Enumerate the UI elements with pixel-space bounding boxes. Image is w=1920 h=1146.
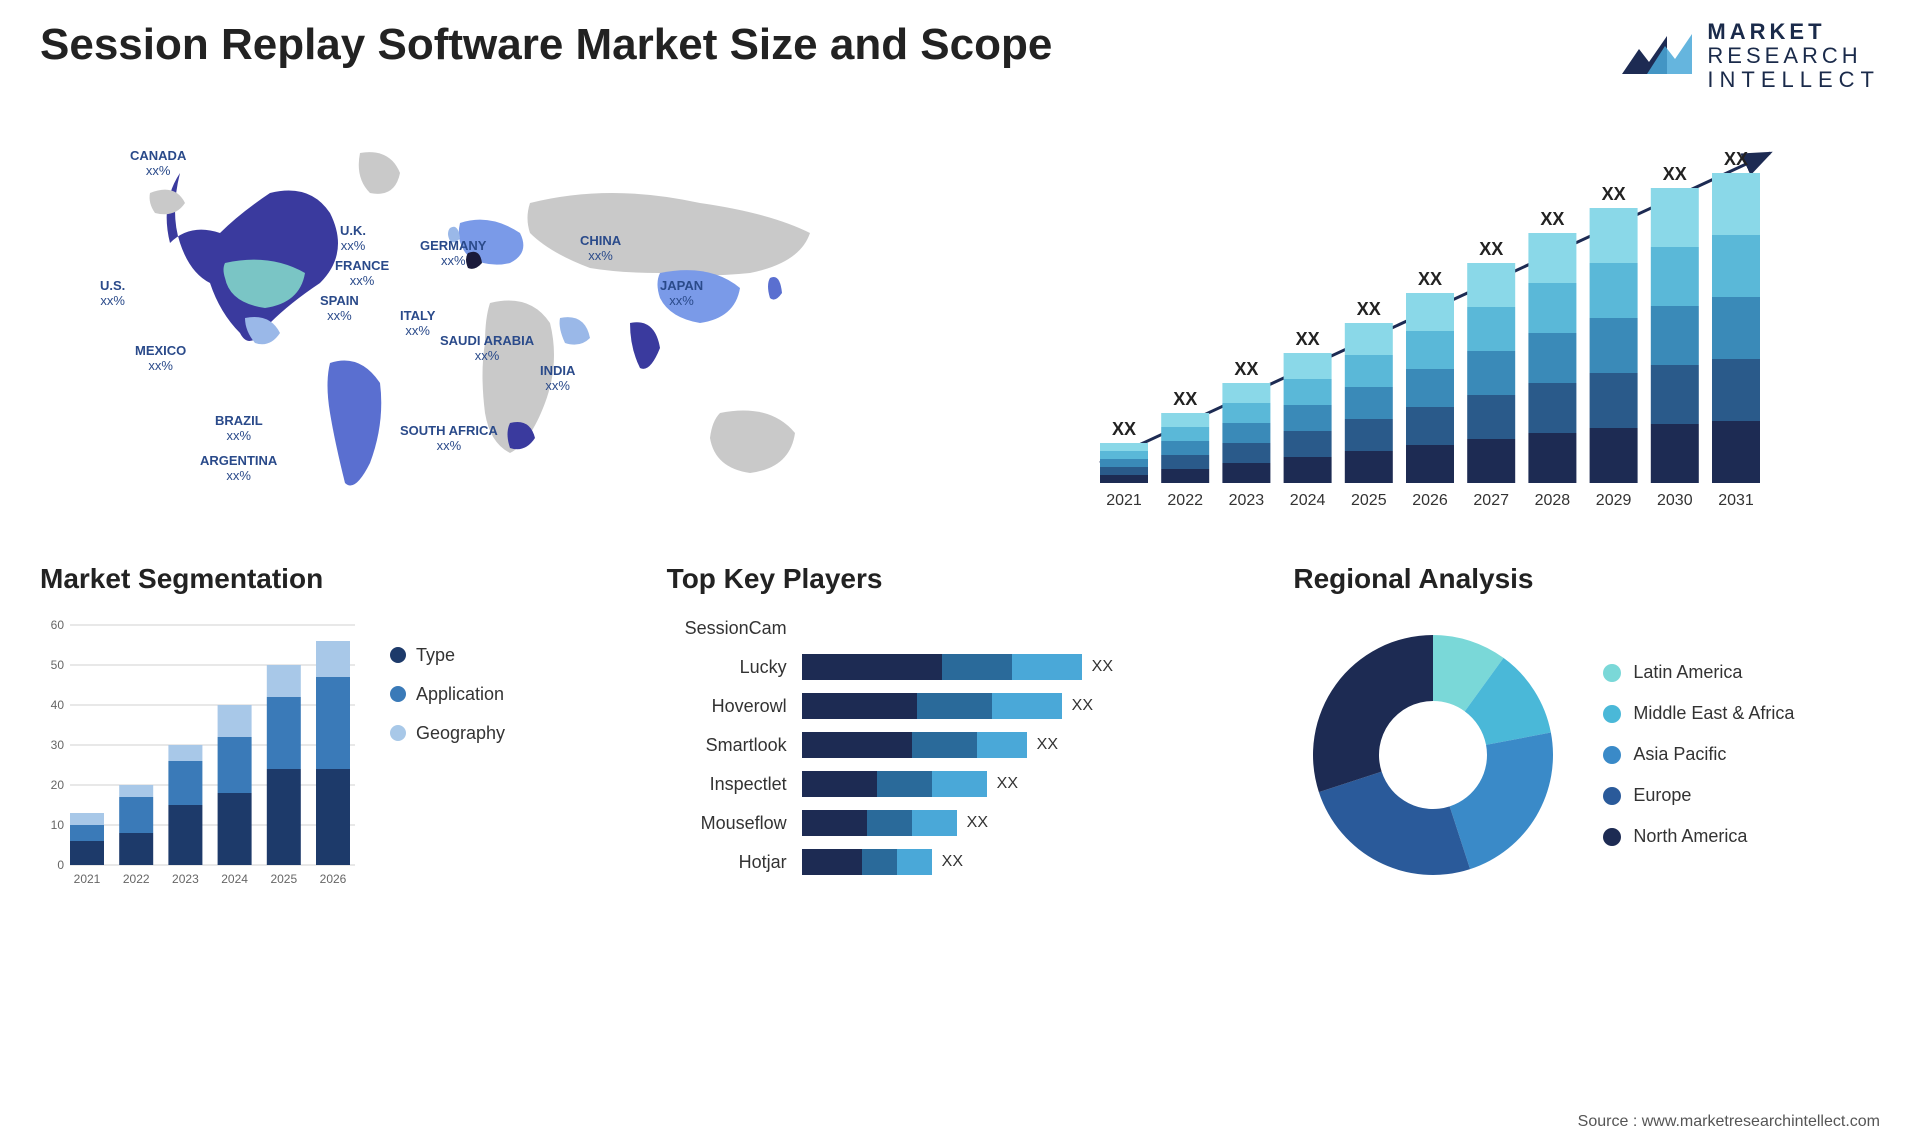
- regional-legend-north-america: North America: [1603, 826, 1794, 847]
- svg-text:2025: 2025: [1351, 492, 1387, 509]
- page-title: Session Replay Software Market Size and …: [40, 20, 1052, 70]
- svg-text:0: 0: [57, 858, 64, 872]
- player-label-hotjar: Hotjar: [667, 849, 787, 875]
- map-label-france: FRANCExx%: [335, 258, 389, 289]
- brand-logo: MARKET RESEARCH INTELLECT: [1617, 20, 1880, 93]
- map-label-south-africa: SOUTH AFRICAxx%: [400, 423, 498, 454]
- map-label-saudi-arabia: SAUDI ARABIAxx%: [440, 333, 534, 364]
- growth-chart: 2021 XX 2022 XX 2023 XX 2024 XX 2025 XX 2026 XX 2027…: [980, 123, 1880, 523]
- regional-legend-middle-east-africa: Middle East & Africa: [1603, 703, 1794, 724]
- seg-legend-geography: Geography: [390, 723, 505, 744]
- world-map-section: CANADAxx% U.S.xx% MEXICOxx% BRAZILxx% ARGENT…: [40, 123, 940, 523]
- player-label-mouseflow: Mouseflow: [667, 810, 787, 836]
- logo-text-3: INTELLECT: [1707, 68, 1880, 92]
- svg-text:2022: 2022: [1167, 492, 1203, 509]
- segmentation-legend: Type Application Geography: [390, 615, 505, 895]
- map-label-mexico: MEXICOxx%: [135, 343, 186, 374]
- svg-text:XX: XX: [1296, 329, 1320, 349]
- svg-text:30: 30: [51, 738, 65, 752]
- svg-text:XX: XX: [1602, 184, 1626, 204]
- logo-text-1: MARKET: [1707, 20, 1880, 44]
- regional-title: Regional Analysis: [1293, 563, 1880, 595]
- svg-text:XX: XX: [1357, 299, 1381, 319]
- svg-text:2025: 2025: [270, 872, 297, 886]
- svg-text:XX: XX: [1418, 269, 1442, 289]
- map-label-argentina: ARGENTINAxx%: [200, 453, 277, 484]
- player-bar-hoverowl: XX: [802, 693, 1254, 719]
- regional-legend-latin-america: Latin America: [1603, 662, 1794, 683]
- svg-text:2026: 2026: [320, 872, 347, 886]
- player-bar-smartlook: XX: [802, 732, 1254, 758]
- map-label-japan: JAPANxx%: [660, 278, 703, 309]
- map-label-spain: SPAINxx%: [320, 293, 359, 324]
- player-bar-hotjar: XX: [802, 849, 1254, 875]
- svg-text:XX: XX: [1112, 419, 1136, 439]
- svg-text:XX: XX: [1479, 239, 1503, 259]
- svg-text:2023: 2023: [1229, 492, 1265, 509]
- regional-legend-europe: Europe: [1603, 785, 1794, 806]
- regional-section: Regional Analysis Latin America Middle Ea…: [1293, 563, 1880, 895]
- svg-text:2023: 2023: [172, 872, 199, 886]
- svg-text:10: 10: [51, 818, 65, 832]
- world-map: [40, 123, 940, 523]
- svg-text:2031: 2031: [1718, 492, 1754, 509]
- svg-text:2030: 2030: [1657, 492, 1693, 509]
- player-bar-lucky: XX: [802, 654, 1254, 680]
- svg-text:2027: 2027: [1473, 492, 1509, 509]
- map-label-germany: GERMANYxx%: [420, 238, 486, 269]
- regional-legend-asia-pacific: Asia Pacific: [1603, 744, 1794, 765]
- svg-text:2024: 2024: [1290, 492, 1326, 509]
- player-label-smartlook: Smartlook: [667, 732, 787, 758]
- player-label-hoverowl: Hoverowl: [667, 693, 787, 719]
- svg-text:XX: XX: [1540, 209, 1564, 229]
- svg-text:2029: 2029: [1596, 492, 1632, 509]
- svg-text:2024: 2024: [221, 872, 248, 886]
- svg-text:60: 60: [51, 618, 65, 632]
- map-label-india: INDIAxx%: [540, 363, 575, 394]
- player-label-lucky: Lucky: [667, 654, 787, 680]
- svg-text:XX: XX: [1234, 359, 1258, 379]
- regional-legend: Latin America Middle East & Africa Asia Pa…: [1603, 662, 1794, 847]
- svg-text:2022: 2022: [123, 872, 150, 886]
- players-title: Top Key Players: [667, 563, 1254, 595]
- player-label-sessioncam: SessionCam: [667, 615, 787, 641]
- seg-legend-application: Application: [390, 684, 505, 705]
- map-label-china: CHINAxx%: [580, 233, 621, 264]
- player-label-inspectlet: Inspectlet: [667, 771, 787, 797]
- segmentation-section: Market Segmentation 0 10 20 30 40 50 60 2021 202…: [40, 563, 627, 895]
- svg-text:XX: XX: [1173, 389, 1197, 409]
- segmentation-chart: 0 10 20 30 40 50 60 2021 2022 2023 2024 2025 2026: [40, 615, 360, 895]
- map-label-u-s-: U.S.xx%: [100, 278, 125, 309]
- players-section: Top Key Players SessionCamLuckyHoverowlS…: [667, 563, 1254, 895]
- seg-legend-type: Type: [390, 645, 505, 666]
- map-label-canada: CANADAxx%: [130, 148, 186, 179]
- svg-text:20: 20: [51, 778, 65, 792]
- map-label-italy: ITALYxx%: [400, 308, 435, 339]
- svg-text:2021: 2021: [74, 872, 101, 886]
- player-bar-inspectlet: XX: [802, 771, 1254, 797]
- player-bar-mouseflow: XX: [802, 810, 1254, 836]
- logo-icon: [1617, 24, 1697, 89]
- logo-text-2: RESEARCH: [1707, 44, 1880, 68]
- map-label-brazil: BRAZILxx%: [215, 413, 263, 444]
- segmentation-title: Market Segmentation: [40, 563, 627, 595]
- players-bars: XX XX XX XX XX XX: [802, 615, 1254, 875]
- map-label-u-k-: U.K.xx%: [340, 223, 366, 254]
- svg-text:2028: 2028: [1535, 492, 1571, 509]
- svg-text:50: 50: [51, 658, 65, 672]
- svg-text:40: 40: [51, 698, 65, 712]
- svg-text:XX: XX: [1663, 164, 1687, 184]
- svg-text:XX: XX: [1724, 149, 1748, 169]
- svg-text:2021: 2021: [1106, 492, 1142, 509]
- svg-text:2026: 2026: [1412, 492, 1448, 509]
- source-attribution: Source : www.marketresearchintellect.com: [1578, 1113, 1880, 1131]
- players-labels: SessionCam Lucky Hoverowl Smartlook Inspectl…: [667, 615, 787, 875]
- regional-donut: [1293, 615, 1573, 895]
